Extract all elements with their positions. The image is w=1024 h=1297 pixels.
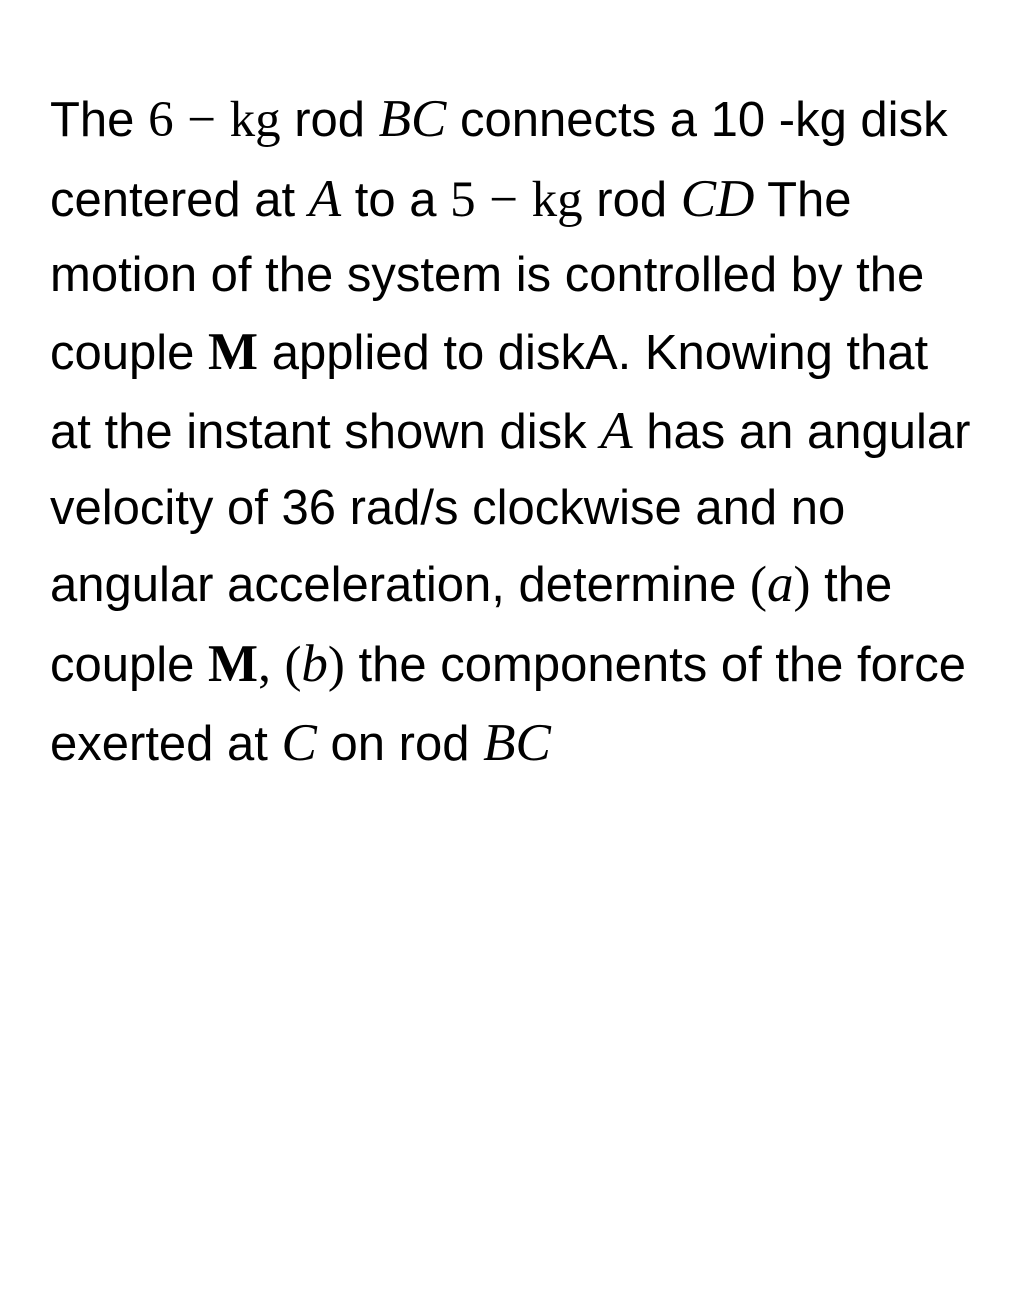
part-b-var: b: [301, 635, 328, 693]
problem-statement: The 6 − kg rod BC connects a 10 -kg disk…: [50, 80, 974, 784]
rod-word-1: rod: [294, 93, 365, 147]
part-a-close: ): [794, 557, 811, 613]
comma: ,: [258, 637, 271, 693]
var-m-1: M: [208, 323, 258, 381]
part-b-close: ): [328, 637, 345, 693]
var-a-1: A: [309, 170, 341, 228]
part-a-open: (: [750, 557, 767, 613]
rod-word-2: rod: [596, 173, 667, 227]
kg-2: kg: [532, 172, 583, 228]
var-a-2: A: [600, 402, 632, 460]
minus-1: −: [187, 92, 216, 148]
part-b-open: (: [284, 637, 301, 693]
var-bc-2: BC: [483, 714, 551, 772]
to-a-text: to a: [355, 173, 437, 227]
var-c: C: [282, 714, 317, 772]
text-the: The: [50, 93, 134, 147]
var-cd: CD: [681, 170, 755, 228]
minus-2: −: [489, 172, 518, 228]
part-a-var: a: [767, 555, 794, 613]
rod-cd-mass: 5: [450, 172, 476, 228]
connects-text: connects: [460, 93, 656, 147]
on-rod-text: on rod: [331, 717, 470, 771]
rod-bc-mass: 6: [148, 92, 174, 148]
kg-1: kg: [230, 92, 281, 148]
var-m-2: M: [208, 635, 258, 693]
var-bc: BC: [379, 90, 447, 148]
